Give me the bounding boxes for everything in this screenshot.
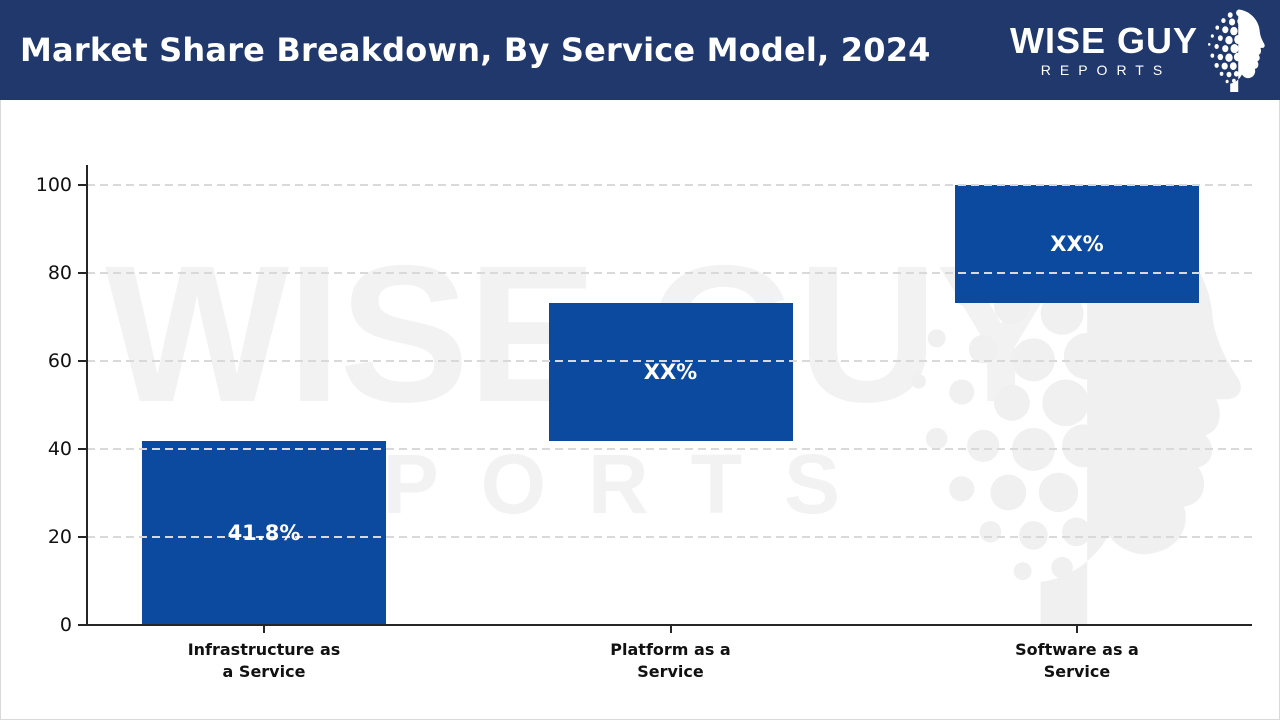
y-tick-label-0: 0 (59, 614, 72, 636)
x-category-label-2: Platform as a Service (610, 640, 731, 681)
bar-value-label-2: XX% (643, 360, 698, 384)
y-tick-label-100: 100 (35, 174, 72, 196)
bar-2 (548, 302, 793, 442)
gridline-40 (87, 448, 1252, 450)
gridline-100 (87, 184, 1252, 186)
bar-1 (142, 441, 386, 625)
logo-wordmark: WISE GUY (1009, 20, 1198, 61)
header-banner: Market Share Breakdown, By Service Model… (0, 0, 1280, 100)
y-tick-label-80: 80 (47, 262, 72, 284)
y-tick-0 (78, 624, 86, 626)
x-tick-1 (263, 626, 265, 633)
y-tick-label-60: 60 (47, 350, 72, 372)
bar-value-label-1: 41.8% (227, 521, 301, 546)
gridline-60 (87, 360, 1252, 362)
y-tick-60 (78, 360, 86, 362)
logo-text: WISE GUY REPORTS (1009, 20, 1198, 78)
x-axis-line (86, 624, 1252, 626)
chart-title: Market Share Breakdown, By Service Model… (20, 31, 931, 69)
y-axis-line (86, 165, 88, 626)
bar-3 (955, 185, 1199, 303)
logo-face-icon (1208, 9, 1265, 92)
y-tick-label-40: 40 (47, 438, 72, 460)
y-tick-20 (78, 536, 86, 538)
x-tick-2 (669, 626, 672, 633)
wise-guy-reports-logo: WISE GUY REPORTS (1010, 8, 1274, 92)
y-tick-100 (78, 184, 86, 186)
x-category-label-3: Software as a Service (1015, 640, 1139, 681)
gridline-20 (87, 536, 1252, 538)
x-tick-3 (1076, 626, 1078, 633)
gridline-80 (87, 272, 1252, 274)
logo-subtext: REPORTS (1040, 62, 1172, 78)
x-category-label-1: Infrastructure as a Service (187, 640, 341, 681)
y-tick-80 (78, 272, 86, 274)
y-tick-label-20: 20 (47, 526, 72, 548)
bar-value-label-3: XX% (1050, 231, 1104, 256)
y-tick-40 (78, 448, 86, 450)
